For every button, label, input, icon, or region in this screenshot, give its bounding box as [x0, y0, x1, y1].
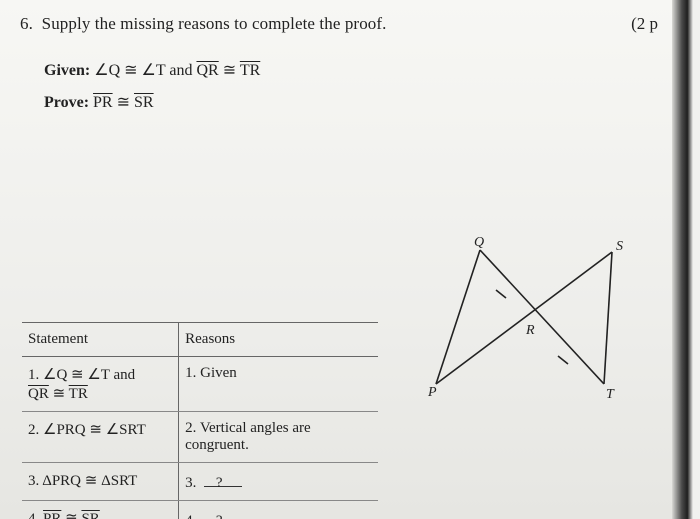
monitor-edge [672, 0, 700, 519]
reason-cell-1: 1. Given [179, 357, 378, 412]
table-row: 4. PR ≅ SR 4. ? [22, 501, 378, 519]
row-num: 4. [28, 511, 39, 519]
question-text: Supply the missing reasons to complete t… [42, 14, 387, 33]
blank-4-q: ? [216, 513, 223, 519]
seg-QT [480, 250, 604, 384]
prove-label: Prove: [44, 94, 89, 111]
prove-seg-1: PR [93, 94, 113, 111]
given-joiner: and [169, 62, 192, 79]
tick-TR [558, 356, 568, 364]
label-R: R [525, 323, 535, 338]
row2-expr: ∠PRQ ≅ ∠SRT [43, 422, 146, 438]
tick-QR [496, 290, 506, 298]
given-seg-2: TR [240, 62, 260, 79]
label-Q: Q [474, 235, 484, 250]
stmt-cell-3: 3. ΔPRQ ≅ ΔSRT [22, 463, 179, 501]
given-expr-1: ∠Q ≅ ∠T [94, 62, 165, 79]
question-line: 6. Supply the missing reasons to complet… [20, 14, 660, 34]
table-row: 1. ∠Q ≅ ∠T and QR ≅ TR 1. Given [22, 357, 378, 412]
seg-PQ [436, 250, 480, 384]
stmt-cell-1: 1. ∠Q ≅ ∠T and QR ≅ TR [22, 357, 179, 412]
label-T: T [606, 387, 615, 402]
stmt-cell-2: 2. ∠PRQ ≅ ∠SRT [22, 412, 179, 463]
geometry-figure: P Q R S T [426, 234, 632, 414]
row-num: 2. [28, 422, 39, 438]
stmt-cell-4: 4. PR ≅ SR [22, 501, 179, 519]
row3-expr: ΔPRQ ≅ ΔSRT [42, 473, 137, 489]
row4-seg-b: SR [81, 511, 99, 519]
row4-seg-a: PR [43, 511, 61, 519]
row4-reason-n: 4. [185, 513, 196, 519]
cong-1: ≅ [223, 62, 240, 79]
worksheet-page: 6. Supply the missing reasons to complet… [20, 14, 660, 124]
row-num: 1. [28, 367, 39, 383]
label-S: S [616, 239, 623, 254]
reason-cell-2: 2. Vertical angles are congruent. [179, 412, 378, 463]
proof-table-wrap: Statement Reasons 1. ∠Q ≅ ∠T and QR ≅ TR… [22, 322, 378, 519]
blank-4[interactable] [204, 509, 242, 519]
proof-table: Statement Reasons 1. ∠Q ≅ ∠T and QR ≅ TR… [22, 322, 378, 519]
cong-2: ≅ [117, 94, 134, 111]
cong-4: ≅ [65, 511, 81, 519]
label-P: P [427, 385, 437, 400]
blank-3-q: ? [216, 475, 223, 491]
cong-3: ≅ [53, 386, 69, 402]
row1-seg-a: QR [28, 386, 49, 402]
table-row: 2. ∠PRQ ≅ ∠SRT 2. Vertical angles are co… [22, 412, 378, 463]
reason-cell-3: 3. ? [179, 463, 378, 501]
given-label: Given: [44, 62, 90, 79]
table-header-row: Statement Reasons [22, 323, 378, 357]
prove-line: Prove: PR ≅ SR [44, 92, 660, 112]
points-label: (2 p [631, 14, 658, 34]
reason-cell-4: 4. ? [179, 501, 378, 519]
col-statement: Statement [22, 323, 179, 357]
given-line: Given: ∠Q ≅ ∠T and QR ≅ TR [44, 60, 660, 80]
figure-svg: P Q R S T [426, 234, 632, 404]
row1-seg-b: TR [69, 386, 88, 402]
row1-join: and [113, 367, 135, 383]
seg-ST [604, 252, 612, 384]
row-num: 3. [28, 473, 39, 489]
question-number: 6. [20, 14, 33, 33]
col-reasons: Reasons [179, 323, 378, 357]
blank-3[interactable] [204, 471, 242, 487]
given-seg-1: QR [196, 62, 218, 79]
prove-seg-2: SR [134, 94, 154, 111]
table-row: 3. ΔPRQ ≅ ΔSRT 3. ? [22, 463, 378, 501]
row3-reason-n: 3. [185, 475, 196, 491]
row1-expr: ∠Q ≅ ∠T [43, 367, 110, 383]
